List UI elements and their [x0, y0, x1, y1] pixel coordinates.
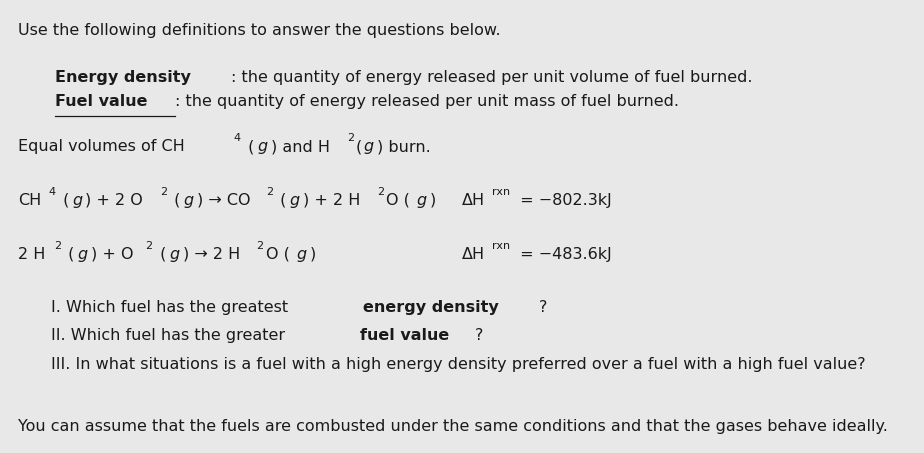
Text: 2 H: 2 H	[18, 247, 46, 262]
Text: O (: O (	[386, 193, 410, 207]
Text: : the quantity of energy released per unit mass of fuel burned.: : the quantity of energy released per un…	[175, 94, 679, 109]
Text: ΔH: ΔH	[462, 193, 485, 207]
Text: ) → 2 H: ) → 2 H	[183, 247, 239, 262]
Text: Use the following definitions to answer the questions below.: Use the following definitions to answer …	[18, 23, 501, 38]
Text: II. Which fuel has the greater: II. Which fuel has the greater	[51, 328, 290, 343]
Text: (: (	[356, 139, 362, 154]
Text: 2: 2	[256, 241, 263, 251]
Text: (: (	[275, 193, 286, 207]
Text: ) + O: ) + O	[91, 247, 133, 262]
Text: ) and H: ) and H	[271, 139, 330, 154]
Text: (: (	[169, 193, 180, 207]
Text: = −483.6kJ: = −483.6kJ	[516, 247, 612, 262]
Text: g: g	[184, 193, 194, 207]
Text: ): )	[310, 247, 316, 262]
Text: CH: CH	[18, 193, 42, 207]
Text: ) + 2 H: ) + 2 H	[303, 193, 360, 207]
Text: g: g	[258, 139, 268, 154]
Text: ) + 2 O: ) + 2 O	[85, 193, 143, 207]
Text: 4: 4	[234, 133, 241, 143]
Text: rxn: rxn	[492, 241, 510, 251]
Text: 4: 4	[48, 187, 55, 197]
Text: (: (	[243, 139, 254, 154]
Text: O (: O (	[265, 247, 289, 262]
Text: g: g	[72, 193, 82, 207]
Text: 2: 2	[346, 133, 354, 143]
Text: 2: 2	[160, 187, 167, 197]
Text: I. Which fuel has the greatest: I. Which fuel has the greatest	[51, 300, 293, 315]
Text: ): )	[430, 193, 436, 207]
Text: ?: ?	[539, 300, 547, 315]
Text: rxn: rxn	[492, 187, 510, 197]
Text: fuel value: fuel value	[359, 328, 449, 343]
Text: g: g	[417, 193, 427, 207]
Text: Energy density: Energy density	[55, 70, 191, 85]
Text: 2: 2	[377, 187, 384, 197]
Text: You can assume that the fuels are combusted under the same conditions and that t: You can assume that the fuels are combus…	[18, 419, 888, 434]
Text: 2: 2	[54, 241, 61, 251]
Text: = −802.3kJ: = −802.3kJ	[516, 193, 612, 207]
Text: ) burn.: ) burn.	[377, 139, 431, 154]
Text: g: g	[78, 247, 88, 262]
Text: Fuel value: Fuel value	[55, 94, 148, 109]
Text: g: g	[169, 247, 179, 262]
Text: (: (	[155, 247, 166, 262]
Text: ) → CO: ) → CO	[197, 193, 250, 207]
Text: 2: 2	[146, 241, 152, 251]
Text: (: (	[57, 193, 69, 207]
Text: energy density: energy density	[363, 300, 499, 315]
Text: (: (	[63, 247, 74, 262]
Text: g: g	[297, 247, 307, 262]
Text: ?: ?	[475, 328, 483, 343]
Text: : the quantity of energy released per unit volume of fuel burned.: : the quantity of energy released per un…	[231, 70, 752, 85]
Text: g: g	[290, 193, 300, 207]
Text: ΔH: ΔH	[462, 247, 485, 262]
Text: 2: 2	[266, 187, 273, 197]
Text: Equal volumes of CH: Equal volumes of CH	[18, 139, 185, 154]
Text: III. In what situations is a fuel with a high energy density preferred over a fu: III. In what situations is a fuel with a…	[51, 357, 866, 372]
Text: g: g	[364, 139, 374, 154]
